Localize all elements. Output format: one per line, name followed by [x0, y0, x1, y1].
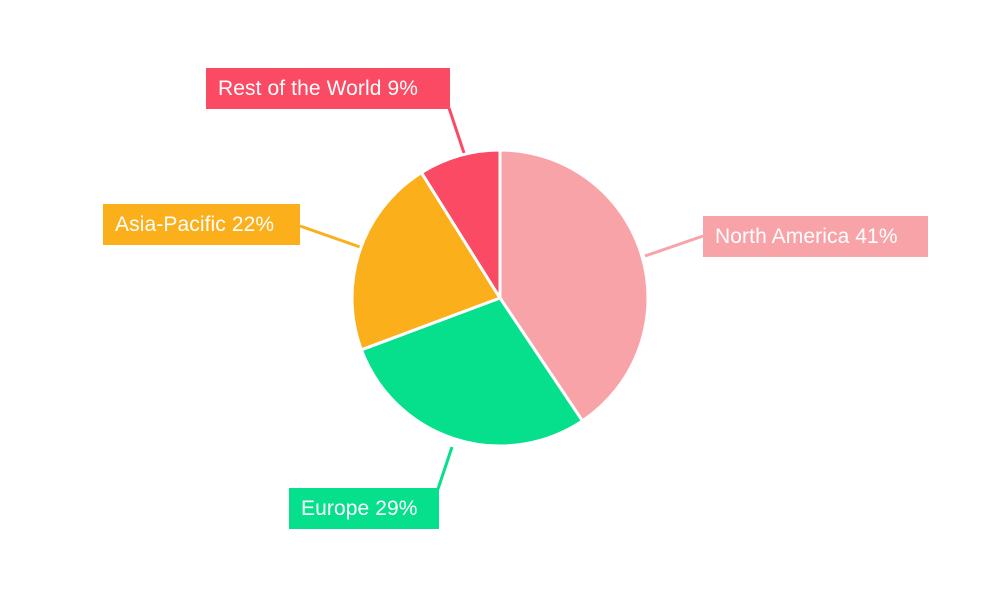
pie-slice-north-america[interactable] [498, 148, 650, 423]
leader-lines [299, 107, 704, 490]
pie-slice-europe[interactable] [359, 296, 584, 448]
leader-line-europe [436, 446, 454, 490]
slice-label-asia-pacific-text: Asia-Pacific 22% [115, 213, 275, 236]
slice-label-rest-of-the-world[interactable]: Rest of the World 9% [206, 68, 450, 109]
slice-label-rest-of-the-world-text: Rest of the World 9% [218, 77, 419, 100]
leader-line-north-america [644, 234, 704, 258]
slice-label-europe[interactable]: Europe 29% [289, 488, 439, 529]
slice-label-north-america-text: North America 41% [715, 225, 898, 248]
leader-line-rest-of-the-world [447, 107, 467, 157]
pie-slice-asia-pacific[interactable] [350, 171, 502, 352]
pie-slice-rest-of-the-world[interactable] [419, 148, 502, 300]
pie-slices-group [350, 148, 650, 448]
slice-label-asia-pacific[interactable]: Asia-Pacific 22% [103, 204, 300, 245]
slice-label-europe-text: Europe 29% [301, 497, 418, 520]
leader-line-asia-pacific [299, 224, 361, 249]
slice-label-north-america[interactable]: North America 41% [703, 216, 928, 257]
